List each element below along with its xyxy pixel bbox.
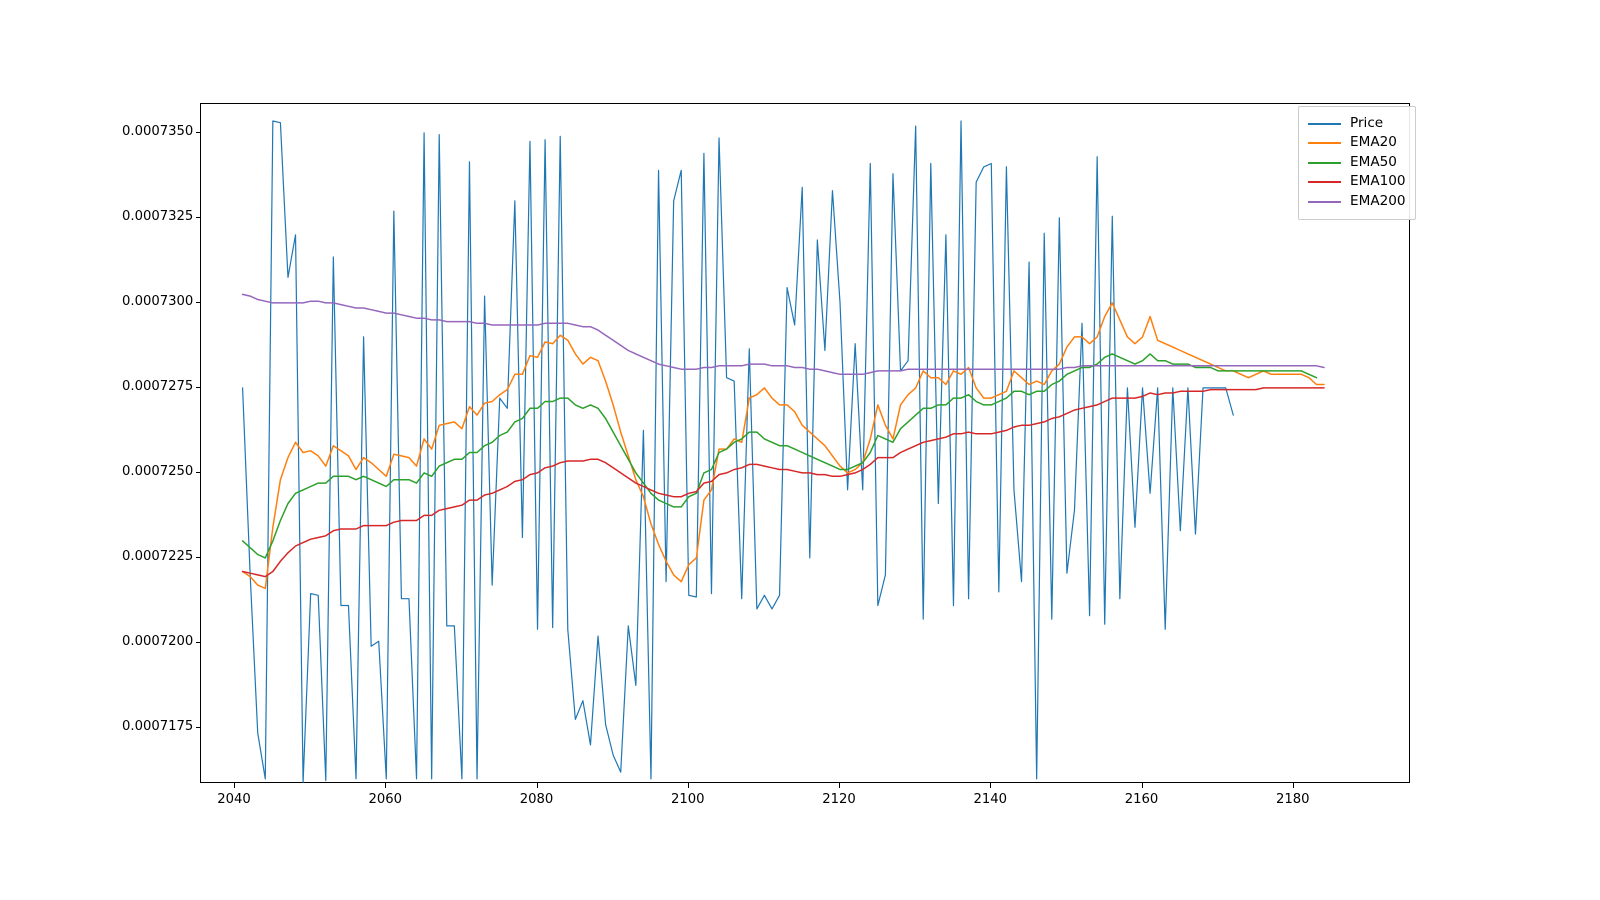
series-line-price	[241, 120, 1234, 783]
chart-lines-svg	[241, 120, 1325, 783]
series-line-ema50	[241, 353, 1318, 559]
x-tick-label: 2140	[973, 792, 1008, 807]
x-tick-mark	[385, 783, 387, 788]
x-tick-mark	[687, 783, 689, 788]
legend-label: EMA100	[1350, 173, 1406, 190]
y-tick-label: 0.0007175	[122, 718, 194, 734]
x-tick-mark	[234, 783, 236, 788]
legend-label: Price	[1350, 114, 1384, 131]
legend-item-ema100[interactable]: EMA100	[1308, 173, 1406, 193]
y-tick-label: 0.0007275	[122, 378, 194, 394]
y-tick-label: 0.0007300	[122, 293, 194, 309]
legend-color-swatch-ema20	[1308, 142, 1341, 145]
legend-item-ema50[interactable]: EMA50	[1308, 153, 1406, 173]
series-line-ema200	[241, 293, 1325, 376]
legend-color-swatch-ema100	[1308, 181, 1341, 184]
x-tick-mark	[1141, 783, 1143, 788]
legend-color-swatch-ema50	[1308, 161, 1341, 164]
legend-item-ema200[interactable]: EMA200	[1308, 192, 1406, 212]
legend-color-swatch-price	[1308, 122, 1341, 125]
legend-label: EMA200	[1350, 192, 1406, 209]
y-tick-label: 0.0007350	[122, 123, 194, 139]
legend-color-swatch-ema200	[1308, 200, 1341, 203]
x-tick-label: 2180	[1276, 792, 1310, 807]
y-tick-mark	[195, 641, 200, 643]
x-tick-label: 2100	[671, 792, 705, 807]
y-tick-mark	[195, 301, 200, 303]
x-tick-label: 2040	[217, 792, 251, 807]
y-tick-mark	[195, 471, 200, 473]
y-tick-label: 0.0007250	[122, 463, 194, 479]
x-tick-mark	[990, 783, 992, 788]
legend-item-ema20[interactable]: EMA20	[1308, 134, 1406, 154]
y-tick-label: 0.0007200	[122, 633, 194, 649]
x-tick-label: 2060	[368, 792, 403, 807]
y-tick-mark	[195, 726, 200, 728]
x-tick-label: 2120	[822, 792, 856, 807]
x-tick-mark	[839, 783, 841, 788]
series-line-ema20	[241, 302, 1325, 590]
y-tick-mark	[195, 386, 200, 388]
plot-area	[200, 103, 1410, 783]
y-tick-mark	[195, 216, 200, 218]
x-tick-label: 2080	[519, 792, 554, 807]
x-tick-label: 2160	[1124, 792, 1159, 807]
x-tick-mark	[1292, 783, 1294, 788]
x-tick-mark	[536, 783, 538, 788]
y-tick-mark	[195, 131, 200, 133]
y-tick-label: 0.0007325	[122, 208, 194, 224]
legend-item-price[interactable]: Price	[1308, 114, 1406, 134]
series-line-ema100	[241, 387, 1325, 578]
legend-label: EMA20	[1350, 134, 1397, 151]
y-tick-mark	[195, 556, 200, 558]
chart-legend: Price EMA20 EMA50 EMA100 EMA200	[1298, 106, 1416, 220]
legend-label: EMA50	[1350, 153, 1397, 170]
y-tick-label: 0.0007225	[122, 548, 194, 564]
